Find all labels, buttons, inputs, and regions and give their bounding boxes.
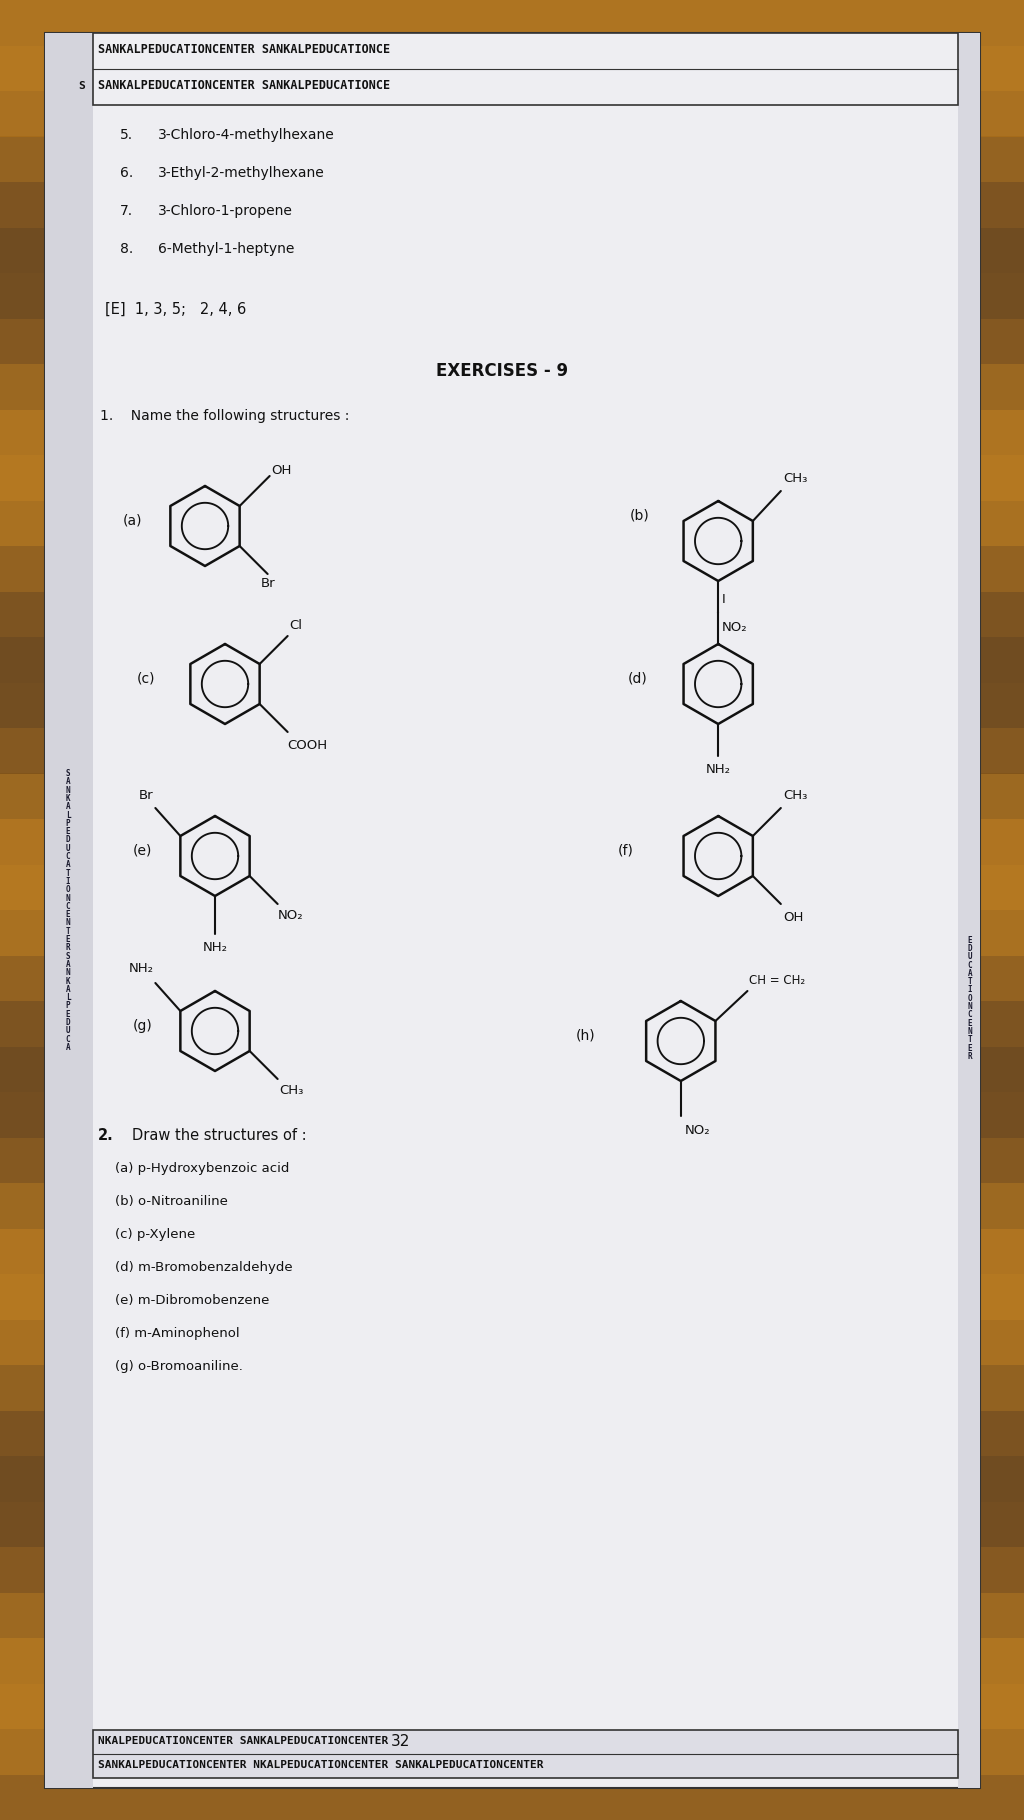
Text: Draw the structures of :: Draw the structures of : [132,1128,306,1143]
Text: CH₃: CH₃ [280,1085,304,1097]
Text: (a) p-Hydroxybenzoic acid: (a) p-Hydroxybenzoic acid [115,1163,290,1176]
Text: (e): (e) [133,844,153,857]
Text: NO₂: NO₂ [722,621,748,635]
Text: (f): (f) [618,844,634,857]
Text: 6-Methyl-1-heptyne: 6-Methyl-1-heptyne [158,242,294,257]
Text: 8.: 8. [120,242,133,257]
Text: 1.    Name the following structures :: 1. Name the following structures : [100,410,349,422]
Text: 5.: 5. [120,127,133,142]
Text: 2.: 2. [98,1128,114,1143]
Bar [0,1183,1024,1228]
Bar [0,1138,1024,1183]
Bar [0,1274,1024,1320]
Bar [0,318,1024,364]
Text: (h): (h) [575,1028,595,1043]
FancyBboxPatch shape [93,33,958,106]
Bar [0,1592,1024,1638]
Text: S
A
N
K
A
L
P
E
D
U
C
A
T
I
O
N
C
E
N
T
E
R
S
A
N
K
A
L
P
E
D
U
C
A: S A N K A L P E D U C A T I O N C E N T … [66,770,71,1052]
Text: OH: OH [271,464,292,477]
Bar [0,410,1024,455]
Text: 32: 32 [390,1733,410,1749]
Text: OH: OH [782,912,803,925]
Text: (b): (b) [630,510,650,522]
Text: S: S [78,80,85,91]
Bar [0,774,1024,819]
Text: (g) o-Bromoaniline.: (g) o-Bromoaniline. [115,1361,243,1374]
Bar [0,546,1024,592]
Bar [0,1365,1024,1410]
FancyBboxPatch shape [45,33,93,1787]
Text: 3-Chloro-4-methylhexane: 3-Chloro-4-methylhexane [158,127,335,142]
Text: (c) p-Xylene: (c) p-Xylene [115,1228,196,1241]
Text: NO₂: NO₂ [685,1125,711,1138]
Text: (b) o-Nitroaniline: (b) o-Nitroaniline [115,1196,228,1208]
FancyBboxPatch shape [93,1731,958,1778]
Bar [0,637,1024,682]
Text: 6.: 6. [120,166,133,180]
Text: Br: Br [260,577,275,590]
Bar [0,910,1024,956]
Bar [0,501,1024,546]
Bar [0,1502,1024,1547]
Text: SANKALPEDUCATIONCENTER SANKALPEDUCATIONCE: SANKALPEDUCATIONCENTER SANKALPEDUCATIONC… [98,78,390,93]
Text: EXERCISES - 9: EXERCISES - 9 [436,362,568,380]
FancyBboxPatch shape [958,33,980,1787]
Bar [0,1729,1024,1774]
Text: NKALPEDUCATIONCENTER SANKALPEDUCATIONCENTER: NKALPEDUCATIONCENTER SANKALPEDUCATIONCEN… [98,1736,388,1745]
Text: (d): (d) [628,672,648,686]
Text: NH₂: NH₂ [128,963,154,976]
Text: 7.: 7. [120,204,133,218]
Bar [0,864,1024,910]
Bar [0,1638,1024,1684]
Bar [0,1410,1024,1456]
Text: CH = CH₂: CH = CH₂ [750,974,806,988]
Bar [0,455,1024,501]
Bar [0,273,1024,318]
Text: [E]  1, 3, 5;   2, 4, 6: [E] 1, 3, 5; 2, 4, 6 [105,302,246,317]
Text: Cl: Cl [290,619,303,633]
Text: I: I [722,593,726,606]
Bar [0,728,1024,773]
Text: COOH: COOH [288,739,328,752]
Text: (f) m-Aminophenol: (f) m-Aminophenol [115,1327,240,1341]
Bar [0,1092,1024,1138]
FancyBboxPatch shape [45,33,980,1787]
Text: (d) m-Bromobenzaldehyde: (d) m-Bromobenzaldehyde [115,1261,293,1274]
Bar [0,819,1024,864]
Bar [0,1547,1024,1592]
Text: NH₂: NH₂ [203,941,227,954]
Text: NO₂: NO₂ [278,910,303,923]
Bar [0,91,1024,136]
Bar [0,1046,1024,1092]
Bar [0,1684,1024,1729]
Bar [0,364,1024,410]
Bar [0,682,1024,728]
Bar [0,592,1024,637]
Bar [0,1774,1024,1820]
Bar [0,46,1024,91]
Bar [0,136,1024,182]
Bar [0,1456,1024,1501]
Bar [0,956,1024,1001]
Text: (e) m-Dibromobenzene: (e) m-Dibromobenzene [115,1294,269,1307]
Text: (g): (g) [133,1019,153,1034]
Text: NH₂: NH₂ [706,764,731,777]
Text: SANKALPEDUCATIONCENTER SANKALPEDUCATIONCE: SANKALPEDUCATIONCENTER SANKALPEDUCATIONC… [98,44,390,56]
Text: Br: Br [138,790,154,803]
Bar [0,1320,1024,1365]
Bar [0,182,1024,228]
Bar [0,228,1024,273]
Text: 3-Ethyl-2-methylhexane: 3-Ethyl-2-methylhexane [158,166,325,180]
Text: CH₃: CH₃ [782,473,807,486]
Bar [0,1001,1024,1046]
Bar [0,0,1024,46]
Text: SANKALPEDUCATIONCENTER NKALPEDUCATIONCENTER SANKALPEDUCATIONCENTER: SANKALPEDUCATIONCENTER NKALPEDUCATIONCEN… [98,1760,544,1771]
Text: E
D
U
C
A
T
I
O
N
C
E
N
T
E
R: E D U C A T I O N C E N T E R [968,935,973,1061]
Bar [0,1228,1024,1274]
Text: (c): (c) [137,672,156,686]
Text: (a): (a) [123,513,142,528]
Text: 3-Chloro-1-propene: 3-Chloro-1-propene [158,204,293,218]
Text: CH₃: CH₃ [782,790,807,803]
